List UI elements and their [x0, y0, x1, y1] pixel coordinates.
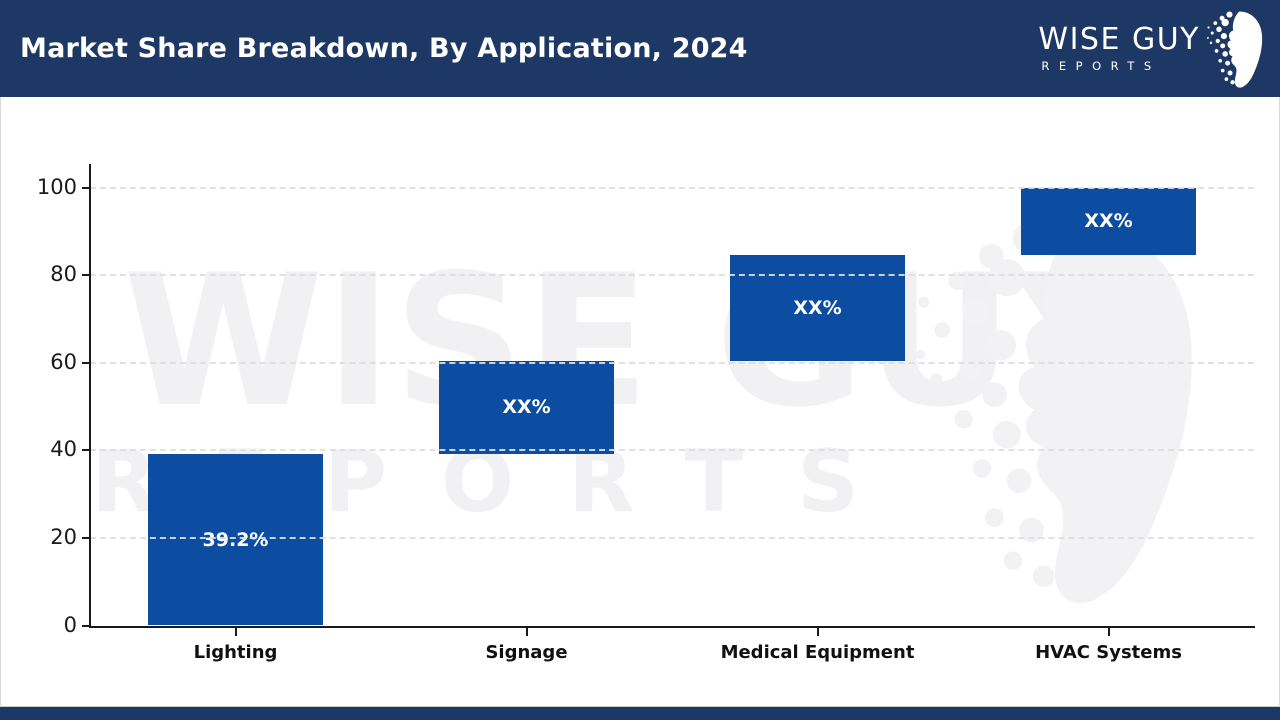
watermark-head-icon: [916, 222, 1192, 604]
head-profile-icon: [1207, 10, 1263, 88]
x-tick-label-1: Signage: [485, 641, 568, 663]
bar-medical-equipment: XX%: [730, 255, 905, 361]
bar-value-label: 39.2%: [202, 528, 269, 551]
x-tick-2: [816, 627, 819, 636]
x-tick-3: [1107, 627, 1110, 636]
y-axis-spine: [89, 164, 91, 628]
y-tick-60: [82, 361, 90, 364]
x-tick-0: [234, 627, 237, 636]
x-tick-label-2: Medical Equipment: [720, 641, 915, 663]
bar-value-label: XX%: [502, 396, 551, 419]
gridline-60: [90, 361, 1254, 364]
x-tick-label-0: Lighting: [193, 641, 278, 663]
bar-hvac-systems: XX%: [1021, 187, 1196, 256]
x-axis-spine: [89, 625, 1255, 628]
y-tick-0: [82, 624, 90, 627]
bar-signage: XX%: [439, 360, 614, 454]
footer-strip: [0, 707, 1280, 720]
y-tick-80: [82, 274, 90, 277]
bar-value-label: XX%: [793, 297, 842, 320]
page-title: Market Share Breakdown, By Application, …: [20, 33, 748, 64]
logo-text: WISE GUY REPORTS: [1038, 21, 1200, 73]
wise-guy-reports-logo: WISE GUY REPORTS: [1038, 9, 1266, 89]
y-tick-label-60: 60: [50, 349, 77, 374]
y-tick-label-100: 100: [36, 174, 77, 199]
bar-lighting: 39.2%: [148, 453, 323, 626]
bar-value-label: XX%: [1084, 210, 1133, 233]
y-tick-label-80: 80: [50, 262, 77, 287]
y-tick-label-20: 20: [50, 524, 77, 549]
y-tick-20: [82, 536, 90, 539]
gridline-80: [90, 274, 1254, 277]
chart-area: WISE GUY REPORTS 0 20 40 60 80 100 39.2% Lighti…: [0, 97, 1280, 707]
header-banner: Market Share Breakdown, By Application, …: [0, 0, 1280, 97]
x-tick-label-3: HVAC Systems: [1035, 641, 1182, 663]
y-tick-100: [82, 186, 90, 189]
gridline-20: [90, 536, 1254, 539]
watermark-wordmark: WISE GUY: [123, 235, 1148, 447]
y-tick-label-0: 0: [63, 612, 77, 637]
y-tick-label-40: 40: [50, 437, 77, 462]
gridline-100: [90, 186, 1254, 189]
x-tick-1: [525, 627, 528, 636]
y-tick-40: [82, 449, 90, 452]
logo-wordmark: WISE GUY: [1038, 21, 1200, 57]
logo-subtitle: REPORTS: [1041, 58, 1161, 73]
gridline-40: [90, 449, 1254, 452]
